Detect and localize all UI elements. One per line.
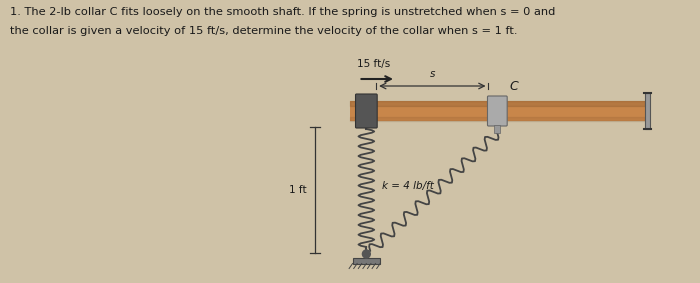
FancyBboxPatch shape	[356, 94, 377, 128]
FancyBboxPatch shape	[487, 96, 508, 126]
Text: k = 4 lb/ft: k = 4 lb/ft	[382, 181, 434, 191]
Bar	[645, 93, 650, 129]
Text: C: C	[509, 80, 518, 93]
Bar	[494, 125, 500, 133]
Text: s: s	[430, 69, 435, 79]
Text: 1. The 2-lb collar C fits loosely on the smooth shaft. If the spring is unstretc: 1. The 2-lb collar C fits loosely on the…	[10, 7, 555, 17]
Text: 15 ft/s: 15 ft/s	[356, 59, 390, 69]
Circle shape	[363, 250, 370, 258]
Bar	[353, 258, 380, 263]
Text: the collar is given a velocity of 15 ft/s, determine the velocity of the collar : the collar is given a velocity of 15 ft/…	[10, 26, 517, 36]
Text: 1 ft: 1 ft	[288, 185, 307, 195]
Bar	[349, 101, 645, 121]
